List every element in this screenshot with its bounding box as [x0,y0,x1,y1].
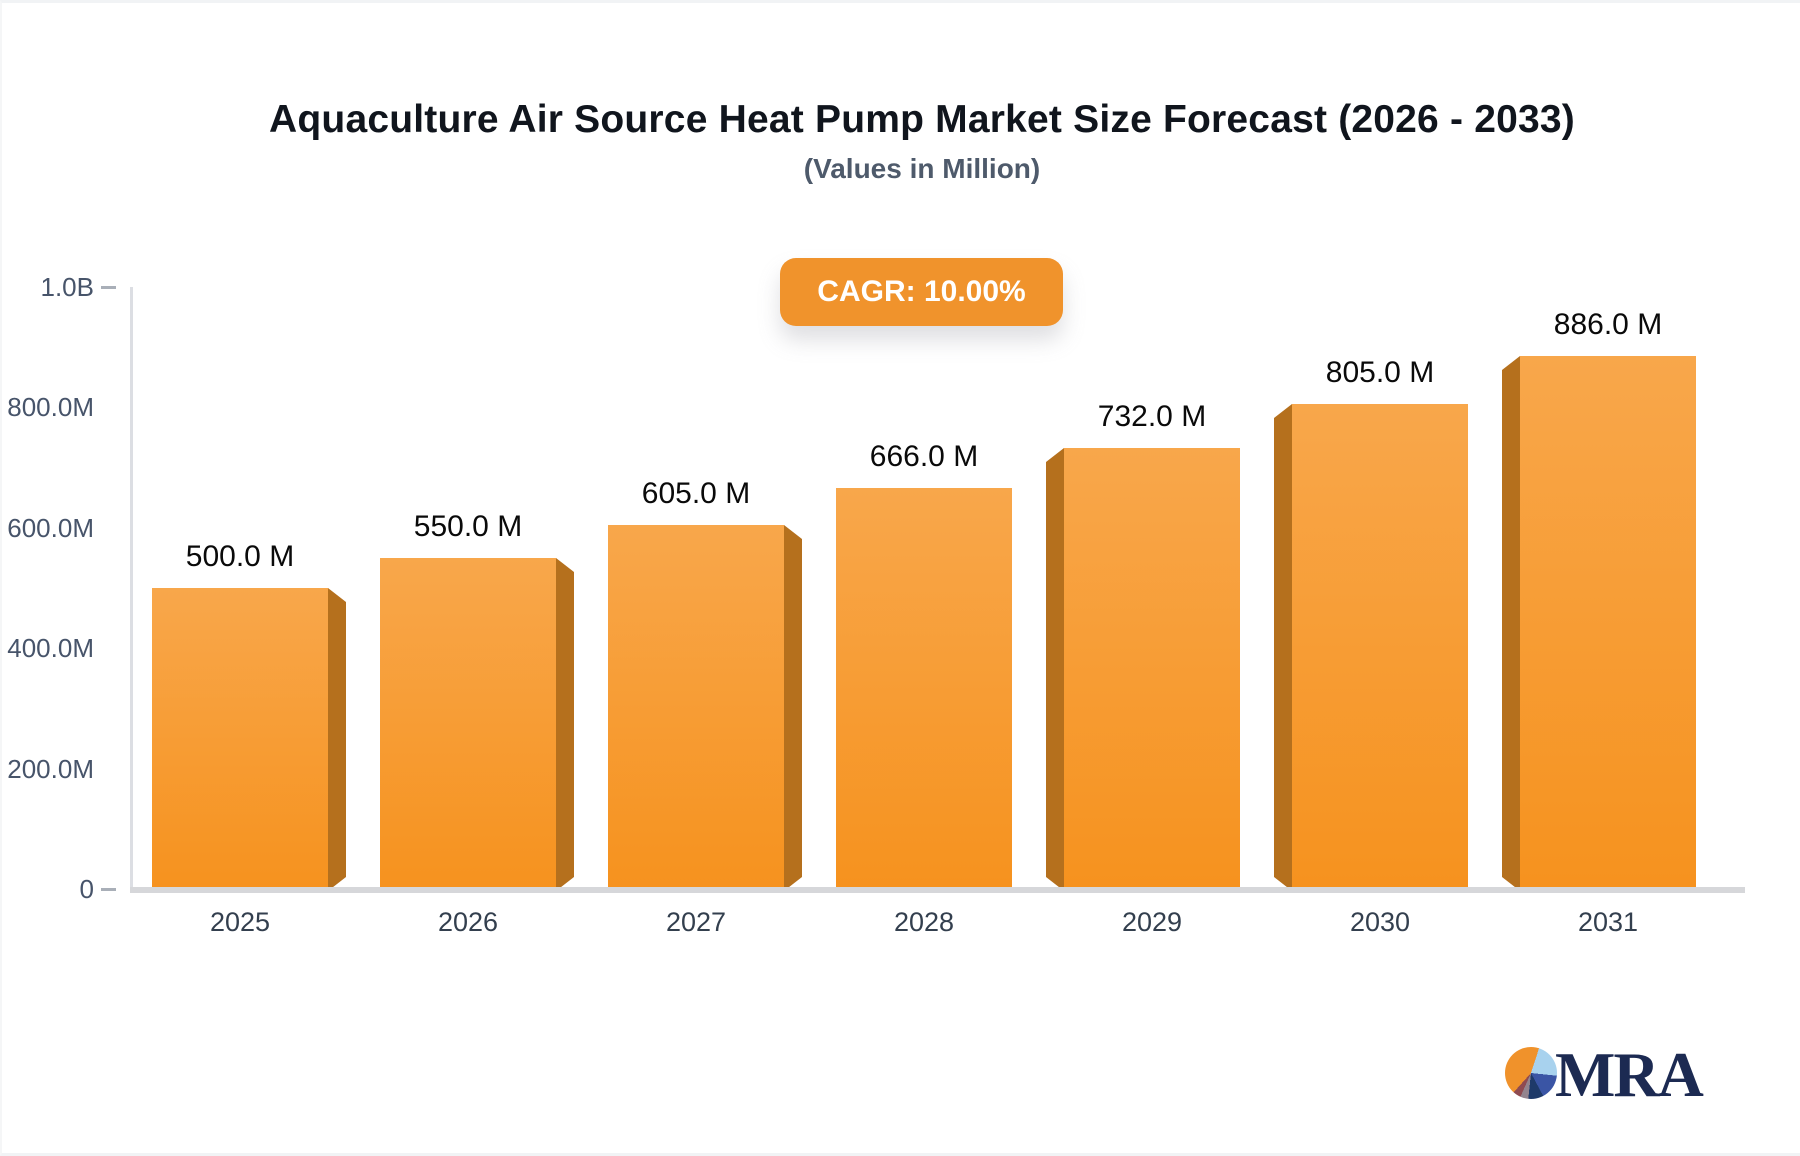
y-axis-label: 800.0M [7,392,94,422]
mra-logo: MRA [1505,1039,1765,1119]
bar [1064,448,1240,891]
bar-side-face [328,588,346,891]
bar [380,558,556,891]
bar-value-label: 550.0 M [413,510,523,543]
x-axis-label: 2026 [437,907,499,937]
x-axis-label: 2028 [893,907,955,937]
bar-value-label: 886.0 M [1553,308,1663,341]
x-axis-baseline [130,887,1745,893]
y-axis-line [130,287,133,893]
y-axis-label: 600.0M [7,513,94,543]
bar [1292,404,1468,891]
bar-value-label: 732.0 M [1097,400,1207,433]
bar-side-face [556,558,574,891]
mra-logo-pie-icon [1505,1047,1557,1099]
x-axis-label: 2029 [1121,907,1183,937]
bar-side-face [784,525,802,891]
x-axis-label: 2025 [209,907,271,937]
x-axis-label: 2030 [1349,907,1411,937]
bar-side-face [1046,448,1064,891]
bar-value-label: 805.0 M [1325,356,1435,389]
y-axis-label: 0 [79,874,94,904]
y-axis-label: 1.0B [40,272,95,302]
y-axis-label: 400.0M [7,633,94,663]
cagr-badge-label: CAGR: 10.00% [817,275,1026,308]
y-axis-label: 200.0M [7,754,94,784]
x-axis-label: 2031 [1577,907,1639,937]
x-axis-label: 2027 [665,907,727,937]
bar-value-label: 500.0 M [185,540,295,573]
bar [152,588,328,891]
y-axis-tick [101,888,116,891]
mra-logo-text: MRA [1555,1039,1704,1110]
bar [608,525,784,891]
bar-side-face [1274,404,1292,891]
chart-subtitle: (Values in Million) [803,153,1041,184]
y-axis-tick [101,286,116,289]
cagr-badge: CAGR: 10.00% [780,258,1063,326]
bar-value-label: 605.0 M [641,477,751,510]
bar [836,488,1012,891]
bar-value-label: 666.0 M [869,440,979,473]
bar [1520,356,1696,891]
bar-side-face [1502,356,1520,891]
chart-title: Aquaculture Air Source Heat Pump Market … [269,98,1575,141]
